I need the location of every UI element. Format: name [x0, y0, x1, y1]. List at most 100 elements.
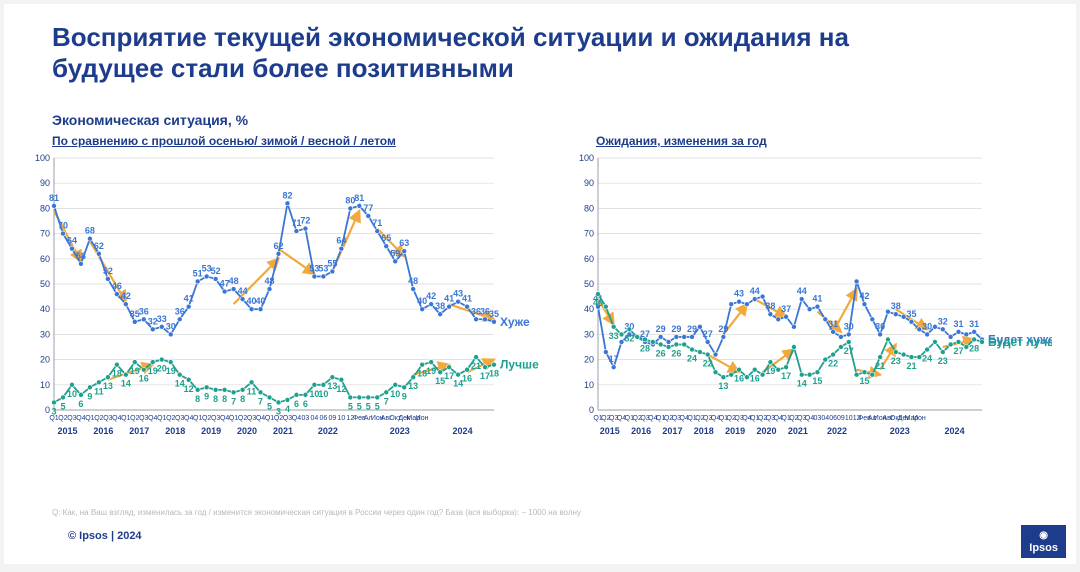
svg-text:80: 80: [584, 203, 594, 213]
svg-text:7: 7: [231, 396, 236, 406]
svg-text:2023: 2023: [390, 426, 410, 436]
svg-text:2020: 2020: [237, 426, 257, 436]
svg-text:23: 23: [891, 356, 901, 366]
svg-text:Ион: Ион: [416, 415, 429, 422]
svg-text:46: 46: [112, 281, 122, 291]
right-chart-header: Ожидания, изменения за год: [596, 134, 767, 148]
svg-text:36: 36: [175, 306, 185, 316]
svg-text:2017: 2017: [129, 426, 149, 436]
svg-text:55: 55: [327, 258, 337, 268]
svg-text:18: 18: [489, 369, 499, 379]
svg-text:70: 70: [58, 221, 68, 231]
svg-text:31: 31: [953, 319, 963, 329]
copyright: © Ipsos | 2024: [68, 530, 142, 542]
svg-text:16: 16: [462, 374, 472, 384]
svg-text:68: 68: [85, 226, 95, 236]
svg-text:13: 13: [103, 381, 113, 391]
page-title: Восприятие текущей экономической ситуаци…: [52, 22, 1028, 84]
svg-text:70: 70: [40, 229, 50, 239]
svg-text:2018: 2018: [165, 426, 185, 436]
svg-text:12: 12: [184, 384, 194, 394]
brand-logo-icon: ◉: [1029, 531, 1058, 541]
svg-text:81: 81: [354, 193, 364, 203]
svg-text:2017: 2017: [662, 426, 682, 436]
svg-text:09: 09: [328, 415, 336, 422]
svg-text:2015: 2015: [57, 426, 77, 436]
svg-text:9: 9: [204, 391, 209, 401]
svg-text:5: 5: [366, 401, 371, 411]
svg-text:10: 10: [337, 415, 345, 422]
svg-text:5: 5: [348, 401, 353, 411]
svg-text:11: 11: [247, 386, 257, 396]
svg-text:22: 22: [703, 359, 713, 369]
svg-text:48: 48: [408, 276, 418, 286]
svg-text:35: 35: [489, 309, 499, 319]
svg-text:52: 52: [103, 266, 113, 276]
svg-text:52: 52: [211, 266, 221, 276]
svg-text:10: 10: [845, 415, 853, 422]
svg-text:2019: 2019: [725, 426, 745, 436]
svg-text:14: 14: [121, 379, 131, 389]
svg-text:26: 26: [656, 348, 666, 358]
svg-text:2016: 2016: [93, 426, 113, 436]
svg-text:100: 100: [35, 153, 50, 163]
svg-text:41: 41: [812, 294, 822, 304]
svg-text:35: 35: [906, 309, 916, 319]
svg-text:32: 32: [938, 316, 948, 326]
svg-text:62: 62: [273, 241, 283, 251]
svg-text:2021: 2021: [788, 426, 808, 436]
svg-text:10: 10: [390, 389, 400, 399]
svg-text:5: 5: [267, 401, 272, 411]
svg-text:13: 13: [718, 381, 728, 391]
svg-text:27: 27: [703, 329, 713, 339]
brand-badge: ◉ Ipsos: [1021, 525, 1066, 558]
svg-text:30: 30: [40, 329, 50, 339]
svg-text:06: 06: [829, 415, 837, 422]
svg-text:29: 29: [671, 324, 681, 334]
svg-text:5: 5: [60, 401, 65, 411]
svg-text:30: 30: [166, 321, 176, 331]
svg-text:15: 15: [859, 376, 869, 386]
svg-text:38: 38: [891, 301, 901, 311]
svg-text:60: 60: [40, 254, 50, 264]
svg-text:9: 9: [87, 391, 92, 401]
svg-text:Q4: Q4: [292, 415, 301, 422]
title-line-1: Восприятие текущей экономической ситуаци…: [52, 22, 849, 52]
svg-text:27: 27: [844, 346, 854, 356]
svg-text:43: 43: [734, 289, 744, 299]
svg-text:24: 24: [922, 354, 932, 364]
svg-text:10: 10: [584, 380, 594, 390]
svg-text:Ион: Ион: [913, 415, 926, 422]
svg-text:2022: 2022: [827, 426, 847, 436]
svg-text:50: 50: [584, 279, 594, 289]
svg-text:44: 44: [797, 286, 807, 296]
svg-text:19: 19: [426, 366, 436, 376]
svg-text:13: 13: [408, 381, 418, 391]
right-chart: 0102030405060708090100Q1Q2Q3Q4Q1Q2Q3Q4Q1…: [572, 152, 1052, 456]
svg-text:12: 12: [336, 384, 346, 394]
svg-text:64: 64: [336, 236, 346, 246]
left-chart: 0102030405060708090100Q1Q2Q3Q4Q1Q2Q3Q4Q1…: [28, 152, 564, 456]
svg-text:23: 23: [938, 356, 948, 366]
svg-text:06: 06: [319, 415, 327, 422]
svg-text:2016: 2016: [631, 426, 651, 436]
svg-text:7: 7: [258, 396, 263, 406]
svg-text:77: 77: [363, 203, 373, 213]
svg-text:2018: 2018: [694, 426, 714, 436]
svg-text:82: 82: [282, 190, 292, 200]
svg-text:59: 59: [390, 248, 400, 258]
svg-text:2022: 2022: [318, 426, 338, 436]
svg-text:28: 28: [969, 343, 979, 353]
brand-text: Ipsos: [1029, 543, 1058, 554]
svg-text:70: 70: [584, 229, 594, 239]
svg-text:28: 28: [640, 343, 650, 353]
svg-text:2024: 2024: [945, 426, 965, 436]
svg-text:44: 44: [238, 286, 248, 296]
svg-text:17: 17: [781, 371, 791, 381]
svg-text:2024: 2024: [453, 426, 473, 436]
svg-text:41: 41: [184, 294, 194, 304]
svg-text:37: 37: [781, 304, 791, 314]
svg-text:38: 38: [765, 301, 775, 311]
svg-text:2020: 2020: [756, 426, 776, 436]
svg-text:6: 6: [78, 399, 83, 409]
